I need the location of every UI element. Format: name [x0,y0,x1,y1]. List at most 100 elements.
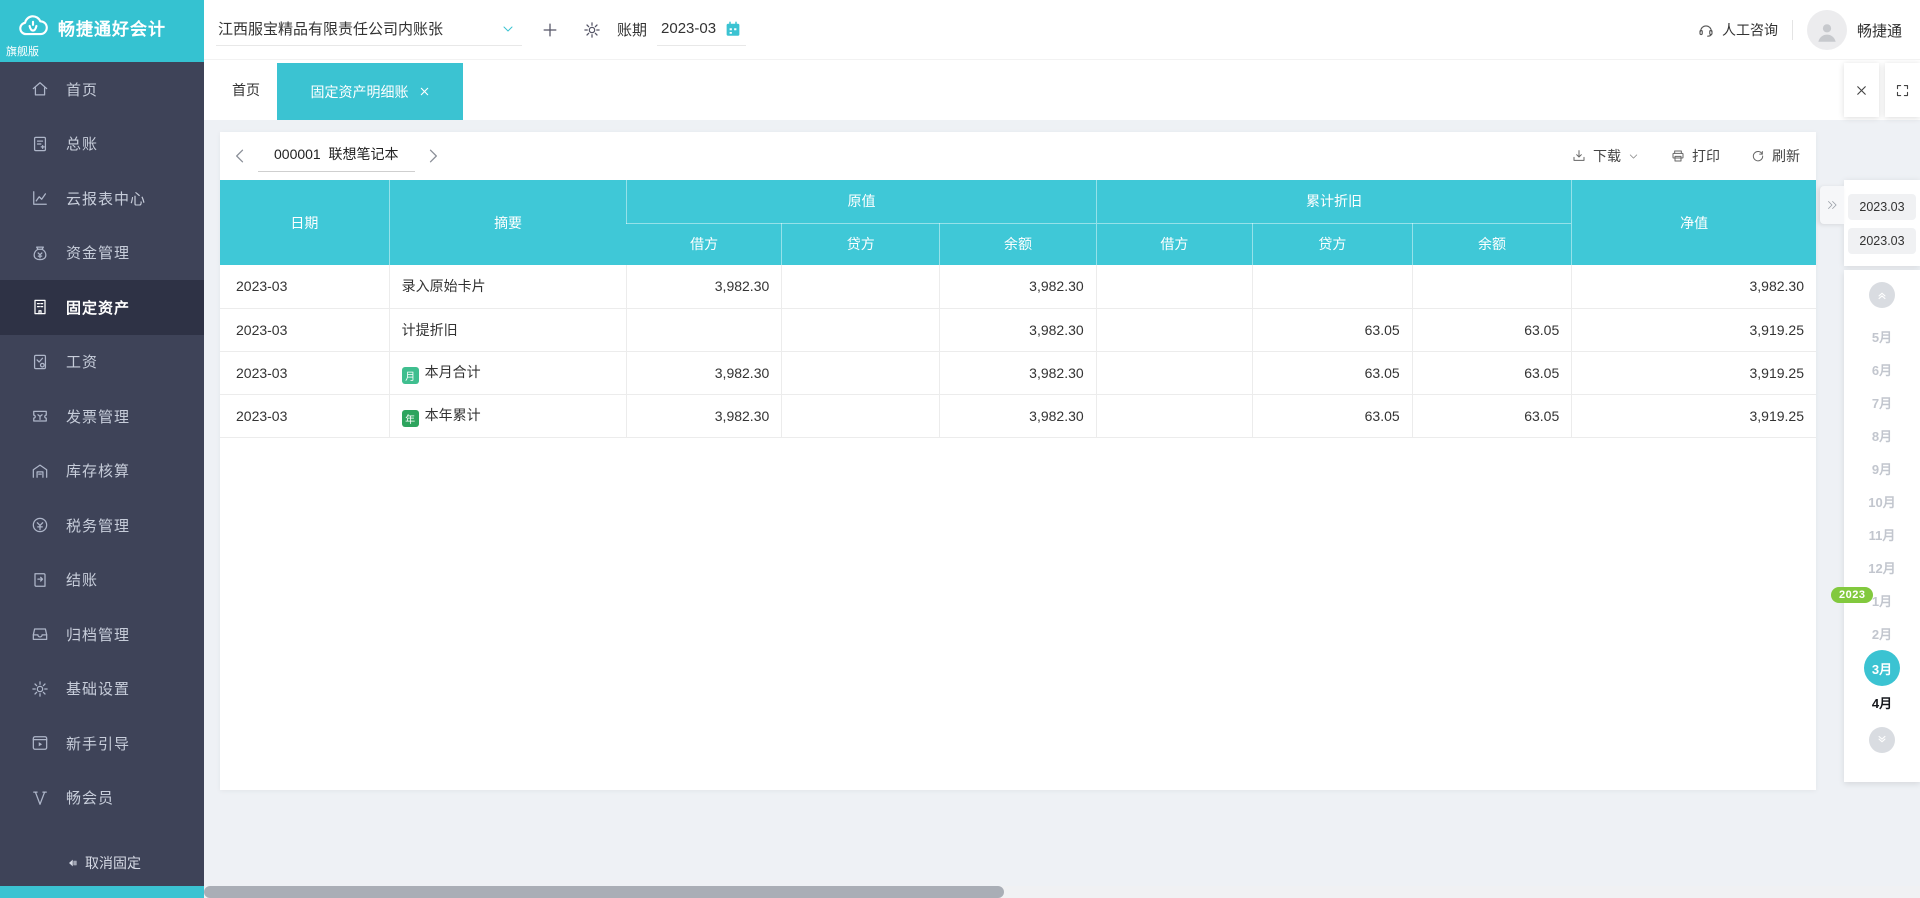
year-total-badge-icon: 年 [401,409,419,427]
asset-record-nav: 000001 联想笔记本 [230,141,443,172]
month-item-7[interactable]: 7月 [1871,396,1893,411]
fullscreen-button[interactable] [1885,63,1920,117]
sidebar-unpin-button[interactable]: 取消固定 [0,840,204,886]
scrollbar-thumb[interactable] [204,886,1004,898]
col-header-ov-credit: 贷方 [781,223,940,265]
cell-ov-credit [781,265,940,309]
months-scroll-up-button[interactable] [1869,282,1895,308]
sidebar-item-general-ledger[interactable]: 总账 [0,117,204,172]
month-item-3-current[interactable]: 3月 [1864,650,1900,686]
panel-collapse-handle[interactable] [1820,186,1844,224]
sidebar-item-label: 资金管理 [66,245,131,263]
period-range-start[interactable]: 2023.03 [1848,194,1916,220]
download-button[interactable]: 下载 [1571,146,1640,166]
print-button[interactable]: 打印 [1670,146,1720,166]
col-header-summary: 摘要 [388,180,627,265]
month-item-9[interactable]: 9月 [1871,462,1893,477]
tab-fixed-asset-ledger[interactable]: 固定资产明细账 [277,63,463,120]
sidebar-item-member[interactable]: 畅会员 [0,771,204,826]
add-account-button[interactable] [540,20,560,40]
sidebar-item-tax[interactable]: 税务管理 [0,498,204,553]
sidebar-item-cloud-reports[interactable]: 云报表中心 [0,171,204,226]
cloud-logo-icon [19,15,48,36]
sidebar-item-settings[interactable]: 基础设置 [0,662,204,717]
sidebar-item-funds[interactable]: 资金管理 [0,226,204,281]
cell-ov-balance: 3,982.30 [939,394,1097,438]
support-button[interactable]: 人工咨询 [1697,20,1778,40]
summary-text: 录入原始卡片 [401,278,486,295]
month-item-5[interactable]: 5月 [1871,330,1893,345]
cell-dep-balance [1411,265,1572,309]
report-icon [33,191,47,206]
month-item-12[interactable]: 12月 [1868,561,1896,576]
cell-dep-balance: 63.05 [1411,394,1572,438]
cell-dep-debit [1095,351,1253,395]
months-scroll-down-button[interactable] [1869,727,1895,753]
month-item-4[interactable]: 4月 [1871,696,1893,711]
archive-icon [32,628,48,641]
sidebar-item-home[interactable]: 首页 [0,62,204,117]
home-icon [32,82,48,96]
month-item-10[interactable]: 10月 [1868,495,1896,510]
col-header-date: 日期 [220,180,390,265]
cell-summary: 年本年累计 [388,394,627,438]
company-select[interactable]: 江西服宝精品有限责任公司内账张 [216,12,522,46]
close-all-tabs-button[interactable] [1844,63,1879,117]
close-icon [1857,85,1866,95]
period-label: 账期 [617,21,648,39]
asset-record-select[interactable]: 000001 联想笔记本 [258,141,415,172]
sidebar-item-label: 固定资产 [66,299,131,317]
refresh-button[interactable]: 刷新 [1750,146,1800,166]
sidebar-item-label: 库存核算 [66,463,131,481]
gear-icon [584,22,600,38]
cell-date: 2023-03 [220,265,390,309]
month-item-8[interactable]: 8月 [1871,429,1893,444]
cell-net: 3,919.25 [1571,394,1816,438]
support-label: 人工咨询 [1721,22,1778,38]
chevron-down-icon [1629,153,1638,159]
sidebar-item-closing[interactable]: 结账 [0,553,204,608]
tab-label: 固定资产明细账 [310,83,409,100]
invoice-icon [33,411,47,422]
col-header-ov-debit: 借方 [626,223,782,265]
period-picker[interactable]: 2023-03 [657,12,747,46]
sidebar-item-fixed-assets[interactable]: 固定资产 [0,280,204,335]
horizontal-scrollbar [0,886,1920,898]
double-chevron-down-icon [1878,735,1886,743]
cell-date: 2023-03 [220,351,390,395]
sidebar-item-label: 总账 [66,136,99,154]
user-menu[interactable]: 畅捷通 [1806,10,1902,50]
chevron-down-icon [503,26,513,31]
cell-ov-balance: 3,982.30 [939,265,1097,309]
period-range-end[interactable]: 2023.03 [1848,228,1916,254]
col-group-original-value: 原值 [626,180,1097,224]
tab-home[interactable]: 首页 [204,60,288,120]
member-v-icon [33,791,47,805]
sidebar-item-salary[interactable]: 工资 [0,335,204,390]
collapse-left-icon [69,859,77,867]
sidebar-item-label: 畅会员 [66,790,115,808]
table-row-year-total: 2023-03 年本年累计 3,982.30 3,982.30 63.05 63… [220,394,1816,438]
cell-ov-credit [781,351,940,395]
next-record-icon[interactable] [423,146,443,166]
sidebar-item-label: 归档管理 [66,626,131,644]
company-name: 江西服宝精品有限责任公司内账张 [218,21,444,38]
fullscreen-icon [1896,84,1909,96]
sidebar-item-inventory[interactable]: 库存核算 [0,444,204,499]
sidebar: 畅捷通好会计 旗舰版 首页 总账 云报表中心 资金管理 固定资产 工资 [0,0,204,886]
month-item-11[interactable]: 11月 [1868,528,1896,543]
month-item-6[interactable]: 6月 [1871,363,1893,378]
summary-text: 本月合计 [424,363,481,380]
month-item-2[interactable]: 2月 [1871,627,1893,642]
sidebar-item-archive[interactable]: 归档管理 [0,607,204,662]
sidebar-item-invoices[interactable]: 发票管理 [0,389,204,444]
account-settings-button[interactable] [582,20,602,40]
topbar: 江西服宝精品有限责任公司内账张 账期 2023-03 人工咨询 畅捷通 [204,0,1920,60]
tab-close-icon[interactable] [419,86,430,97]
cell-ov-credit [781,308,940,352]
tabstrip: 首页 固定资产明细账 [204,60,1920,120]
month-item-1[interactable]: 1月 [1871,594,1893,609]
tax-icon [32,517,48,533]
prev-record-icon[interactable] [230,146,250,166]
sidebar-item-guide[interactable]: 新手引导 [0,716,204,771]
